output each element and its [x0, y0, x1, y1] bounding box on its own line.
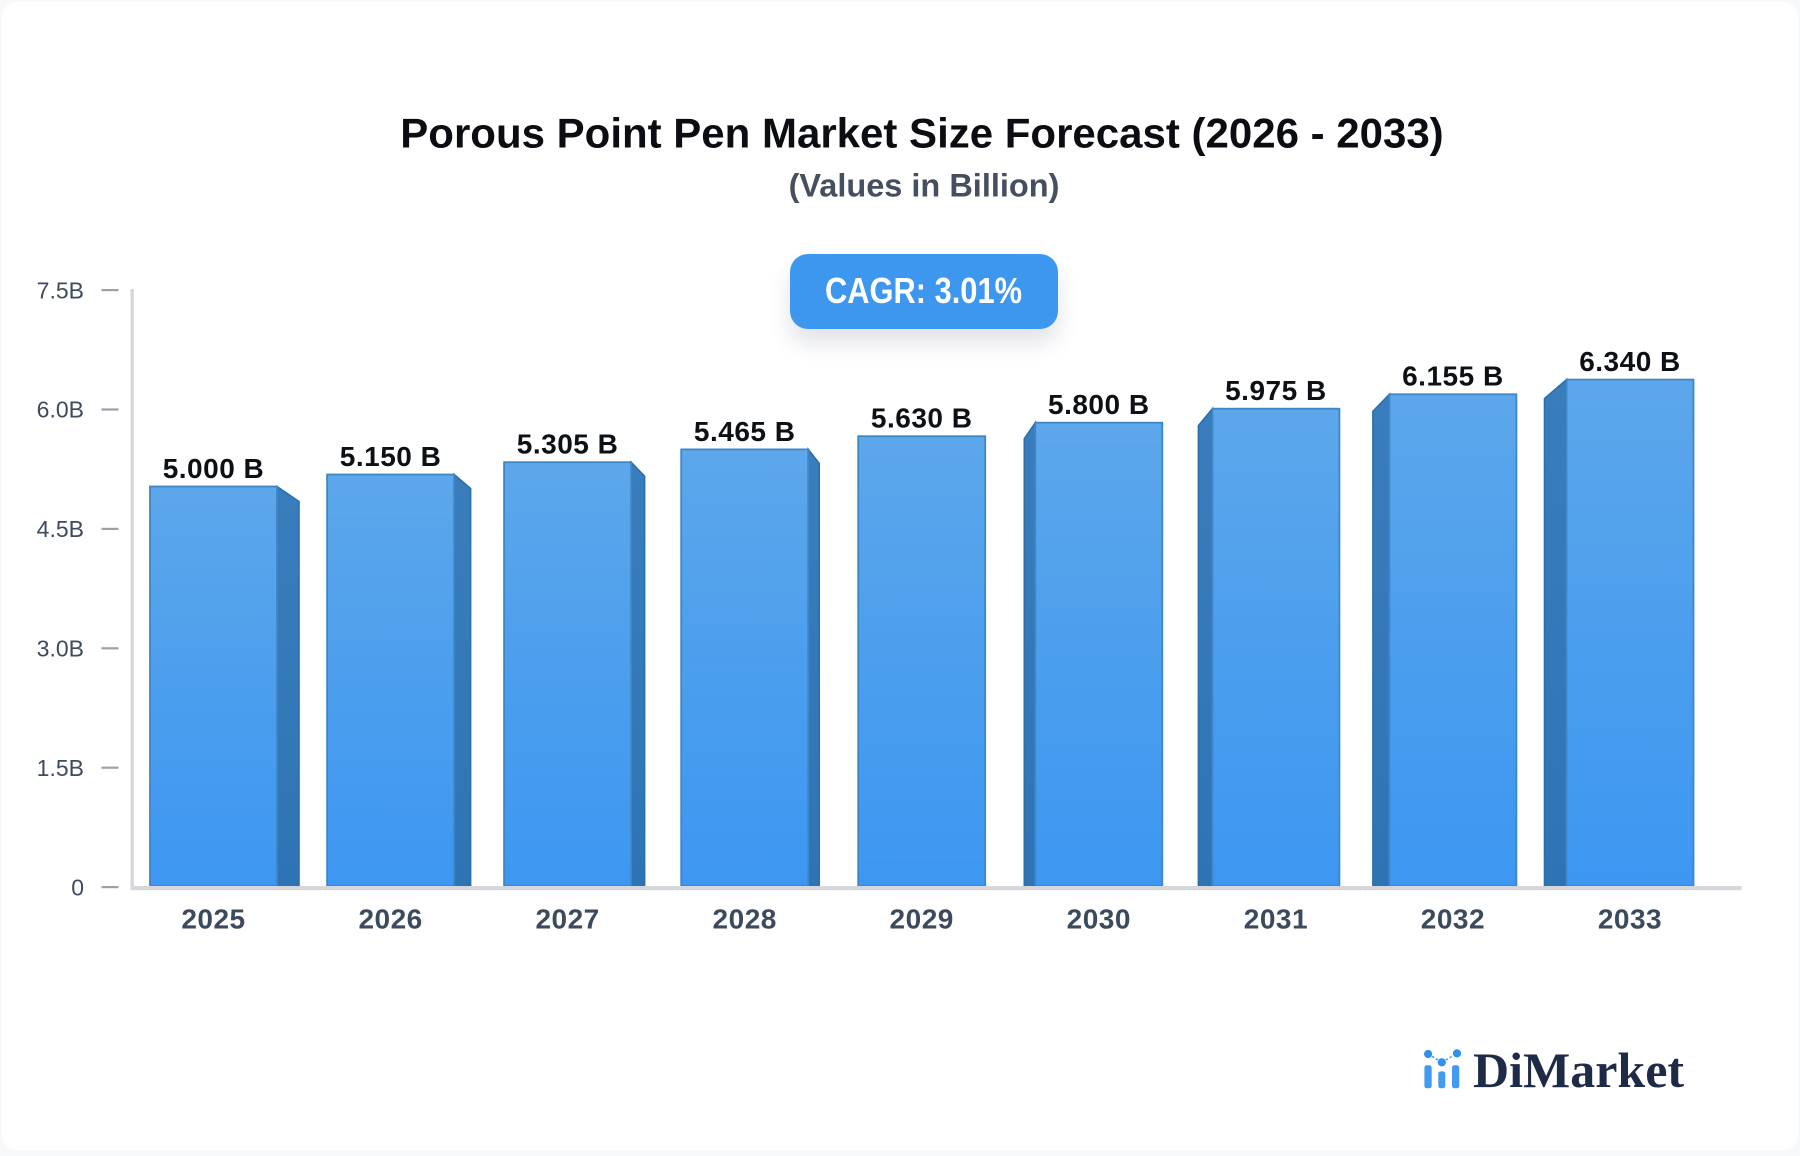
svg-text:2032: 2032 — [1421, 904, 1485, 935]
svg-text:2031: 2031 — [1244, 904, 1308, 935]
svg-text:5.150 B: 5.150 B — [340, 441, 442, 472]
svg-text:5.305 B: 5.305 B — [517, 429, 619, 460]
svg-text:5.630 B: 5.630 B — [871, 403, 973, 434]
svg-text:5.465 B: 5.465 B — [694, 416, 796, 447]
svg-text:5.800 B: 5.800 B — [1048, 389, 1150, 420]
svg-text:CAGR: 3.01%: CAGR: 3.01% — [825, 270, 1022, 311]
svg-text:DiMarket: DiMarket — [1473, 1042, 1684, 1098]
svg-text:1.5B: 1.5B — [37, 755, 84, 781]
svg-text:2028: 2028 — [713, 904, 777, 935]
svg-text:2027: 2027 — [535, 904, 599, 935]
svg-text:6.155 B: 6.155 B — [1402, 361, 1504, 392]
svg-text:5.975 B: 5.975 B — [1225, 375, 1327, 406]
svg-text:5.000 B: 5.000 B — [163, 453, 265, 484]
svg-text:2030: 2030 — [1067, 904, 1131, 935]
svg-text:2026: 2026 — [358, 904, 422, 935]
svg-text:6.0B: 6.0B — [37, 397, 84, 423]
svg-text:4.5B: 4.5B — [37, 516, 84, 542]
svg-text:6.340 B: 6.340 B — [1579, 346, 1681, 377]
svg-text:0: 0 — [71, 874, 84, 900]
svg-text:7.5B: 7.5B — [37, 277, 84, 303]
svg-text:2025: 2025 — [181, 904, 245, 935]
svg-text:Porous Point Pen Market Size F: Porous Point Pen Market Size Forecast (2… — [400, 110, 1443, 157]
svg-text:2029: 2029 — [890, 904, 954, 935]
svg-text:2033: 2033 — [1598, 904, 1662, 935]
svg-text:3.0B: 3.0B — [37, 636, 84, 662]
svg-text:(Values in Billion): (Values in Billion) — [789, 167, 1060, 203]
